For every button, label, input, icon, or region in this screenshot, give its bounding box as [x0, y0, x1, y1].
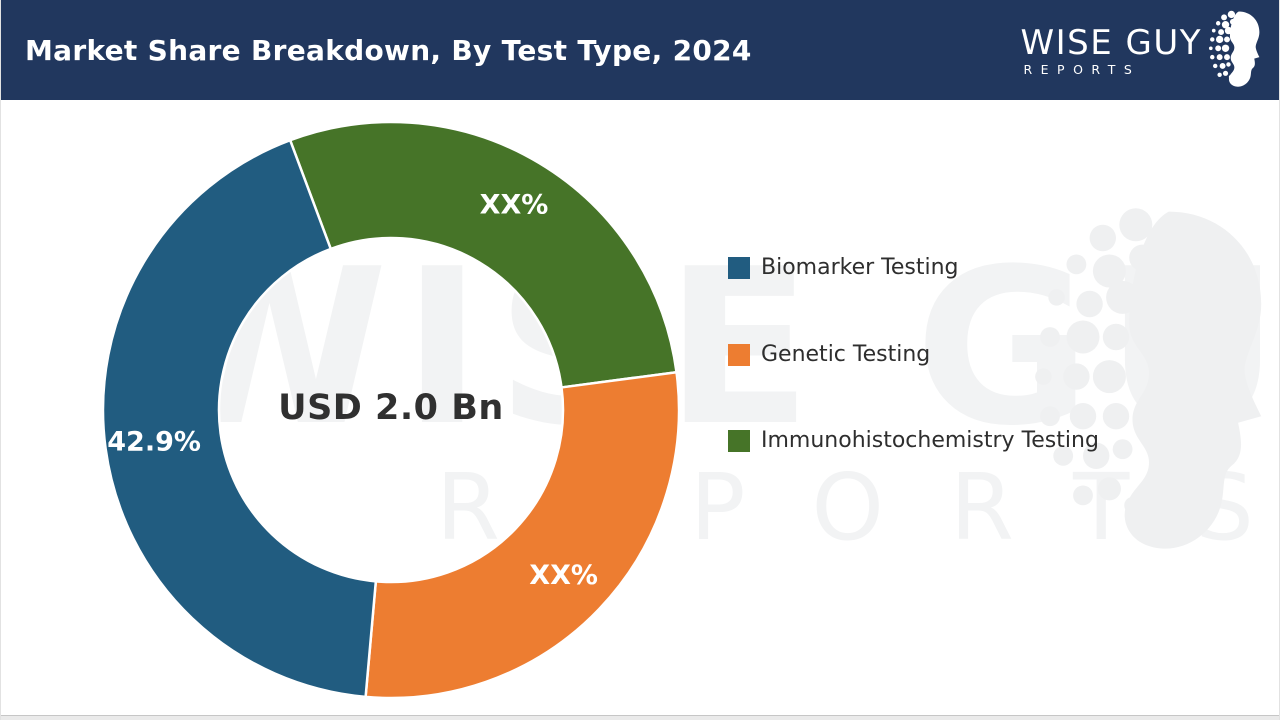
wiseguy-logo: WISE GUY REPORTS: [1020, 10, 1264, 91]
logo-text: WISE GUY REPORTS: [1020, 26, 1202, 77]
slice-immunohistochemistry-testing: [288, 120, 678, 389]
donut-chart: XX% XX% 42.9%: [101, 120, 681, 700]
logo-wordmark: WISE GUY: [1020, 22, 1202, 63]
legend-label-biomarker: Biomarker Testing: [761, 255, 959, 280]
legend-label-immunohistochemistry: Immunohistochemistry Testing: [761, 428, 1099, 454]
legend-item-biomarker-testing: Biomarker Testing: [728, 254, 1099, 283]
legend-swatch-immunohistochemistry: [728, 430, 750, 453]
slice-label-immunohistochemistry-testing: XX%: [480, 190, 549, 221]
legend-swatch-biomarker: [728, 257, 750, 280]
slice-genetic-testing: [364, 370, 681, 700]
logo-face-icon: [1208, 10, 1260, 87]
legend: Biomarker Testing Genetic Testing Immuno…: [728, 254, 1099, 456]
header: Market Share Breakdown, By Test Type, 20…: [1, 0, 1279, 100]
legend-item-immunohistochemistry-testing: Immunohistochemistry Testing: [728, 427, 1099, 456]
chart-center-value: USD 2.0 Bn: [278, 388, 504, 428]
logo-subtext: REPORTS: [1023, 61, 1141, 77]
page-title: Market Share Breakdown, By Test Type, 20…: [25, 33, 752, 67]
legend-label-genetic: Genetic Testing: [761, 341, 931, 367]
slice-label-genetic-testing: XX%: [529, 560, 598, 591]
slice-label-biomarker-testing: 42.9%: [107, 427, 201, 458]
bottom-strip: [1, 715, 1279, 720]
legend-swatch-genetic: [728, 343, 750, 366]
legend-item-genetic-testing: Genetic Testing: [728, 341, 1099, 370]
slice-biomarker-testing: [101, 138, 378, 699]
